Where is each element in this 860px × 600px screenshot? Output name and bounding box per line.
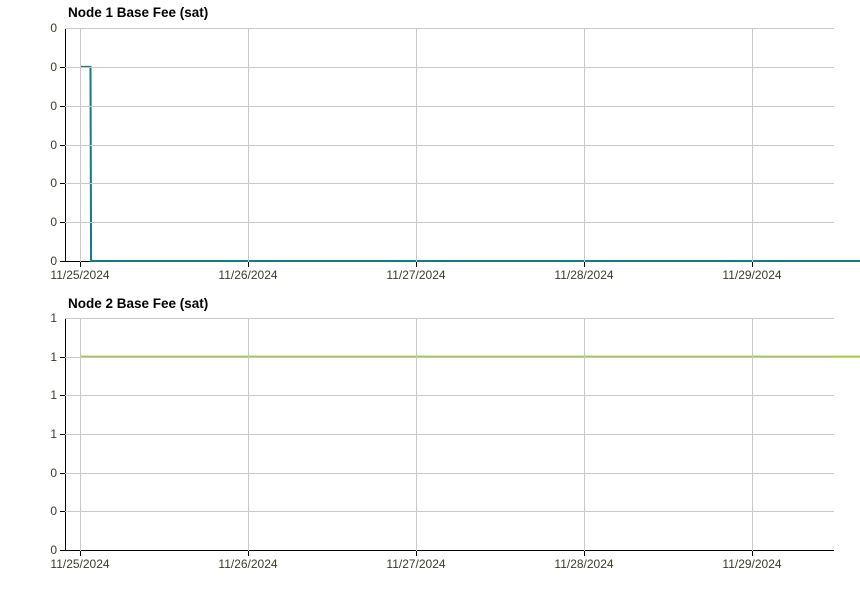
gridline-horizontal bbox=[65, 145, 834, 146]
y-axis-label: 0 bbox=[50, 176, 57, 190]
x-axis-label: 11/26/2024 bbox=[218, 557, 278, 571]
chart-title-node-1: Node 1 Base Fee (sat) bbox=[68, 5, 209, 20]
chart-title-node-2: Node 2 Base Fee (sat) bbox=[68, 296, 209, 311]
y-axis-tick bbox=[60, 145, 65, 146]
y-axis-tick bbox=[60, 434, 65, 435]
x-axis-label: 11/29/2024 bbox=[722, 557, 782, 571]
gridline-vertical bbox=[80, 28, 81, 262]
x-axis-tick bbox=[416, 262, 417, 267]
series-path bbox=[80, 67, 860, 261]
x-axis-label: 11/25/2024 bbox=[50, 268, 110, 282]
gridline-vertical bbox=[584, 318, 585, 551]
y-axis-tick bbox=[60, 550, 65, 551]
gridline-vertical bbox=[416, 28, 417, 262]
gridline-vertical bbox=[584, 28, 585, 262]
gridline-horizontal bbox=[65, 318, 834, 319]
x-axis-tick bbox=[248, 262, 249, 267]
x-axis-tick bbox=[584, 262, 585, 267]
y-axis-tick bbox=[60, 511, 65, 512]
y-axis-label: 0 bbox=[50, 138, 57, 152]
x-axis-label: 11/27/2024 bbox=[386, 557, 446, 571]
gridline-horizontal bbox=[65, 395, 834, 396]
y-axis-label: 0 bbox=[50, 254, 57, 268]
x-axis-label: 11/28/2024 bbox=[554, 268, 614, 282]
gridline-vertical bbox=[416, 318, 417, 551]
y-axis-tick bbox=[60, 473, 65, 474]
y-axis-label: 1 bbox=[50, 388, 57, 402]
gridline-vertical bbox=[80, 318, 81, 551]
x-axis-tick bbox=[584, 551, 585, 556]
y-axis-label: 0 bbox=[50, 504, 57, 518]
x-axis-label: 11/25/2024 bbox=[50, 557, 110, 571]
series-line-node-2 bbox=[65, 318, 834, 551]
y-axis-tick bbox=[60, 67, 65, 68]
chart-panel-node-1: Node 1 Base Fee (sat) 0 0 0 0 0 0 0 11/25/2024 1… bbox=[0, 0, 860, 290]
y-axis-label: 1 bbox=[50, 427, 57, 441]
y-axis-label: 0 bbox=[50, 60, 57, 74]
x-axis-tick bbox=[80, 551, 81, 556]
series-line-node-1 bbox=[65, 28, 834, 262]
gridline-horizontal bbox=[65, 183, 834, 184]
gridline-vertical bbox=[248, 318, 249, 551]
x-axis-tick bbox=[416, 551, 417, 556]
y-axis-tick bbox=[60, 183, 65, 184]
y-axis-label: 0 bbox=[50, 99, 57, 113]
x-axis-tick bbox=[752, 262, 753, 267]
x-axis-label: 11/27/2024 bbox=[386, 268, 446, 282]
gridline-vertical bbox=[752, 318, 753, 551]
y-axis-tick bbox=[60, 106, 65, 107]
gridline-horizontal bbox=[65, 67, 834, 68]
plot-area-node-1: 0 0 0 0 0 0 0 11/25/2024 11/26/2024 11/27/2024 11/… bbox=[50, 21, 834, 282]
gridline-vertical bbox=[248, 28, 249, 262]
y-axis-label: 1 bbox=[50, 311, 57, 325]
y-axis-label: 0 bbox=[50, 21, 57, 35]
x-axis-label: 11/29/2024 bbox=[722, 268, 782, 282]
chart-panel-node-2: Node 2 Base Fee (sat) 1 1 1 1 0 0 0 11/25/2024 1… bbox=[0, 290, 860, 600]
y-axis-tick bbox=[60, 222, 65, 223]
y-axis-tick bbox=[60, 261, 65, 262]
y-axis-label: 1 bbox=[50, 350, 57, 364]
gridline-horizontal bbox=[65, 473, 834, 474]
gridline-horizontal bbox=[65, 222, 834, 223]
y-axis-tick bbox=[60, 357, 65, 358]
y-axis-label: 0 bbox=[50, 543, 57, 557]
y-axis-label: 0 bbox=[50, 466, 57, 480]
gridline-horizontal bbox=[65, 511, 834, 512]
gridline-horizontal bbox=[65, 434, 834, 435]
x-axis-node-2 bbox=[65, 550, 834, 551]
gridline-horizontal bbox=[65, 28, 834, 29]
y-axis-tick bbox=[60, 395, 65, 396]
x-axis-tick bbox=[248, 551, 249, 556]
gridline-horizontal bbox=[65, 357, 834, 358]
gridline-vertical bbox=[752, 28, 753, 262]
x-axis-tick bbox=[80, 262, 81, 267]
x-axis-label: 11/26/2024 bbox=[218, 268, 278, 282]
x-axis-label: 11/28/2024 bbox=[554, 557, 614, 571]
y-axis-label: 0 bbox=[50, 215, 57, 229]
x-axis-tick bbox=[752, 551, 753, 556]
gridline-horizontal bbox=[65, 106, 834, 107]
plot-area-node-2: 1 1 1 1 0 0 0 11/25/2024 11/26/2024 11/27/2024 11/… bbox=[50, 311, 834, 571]
